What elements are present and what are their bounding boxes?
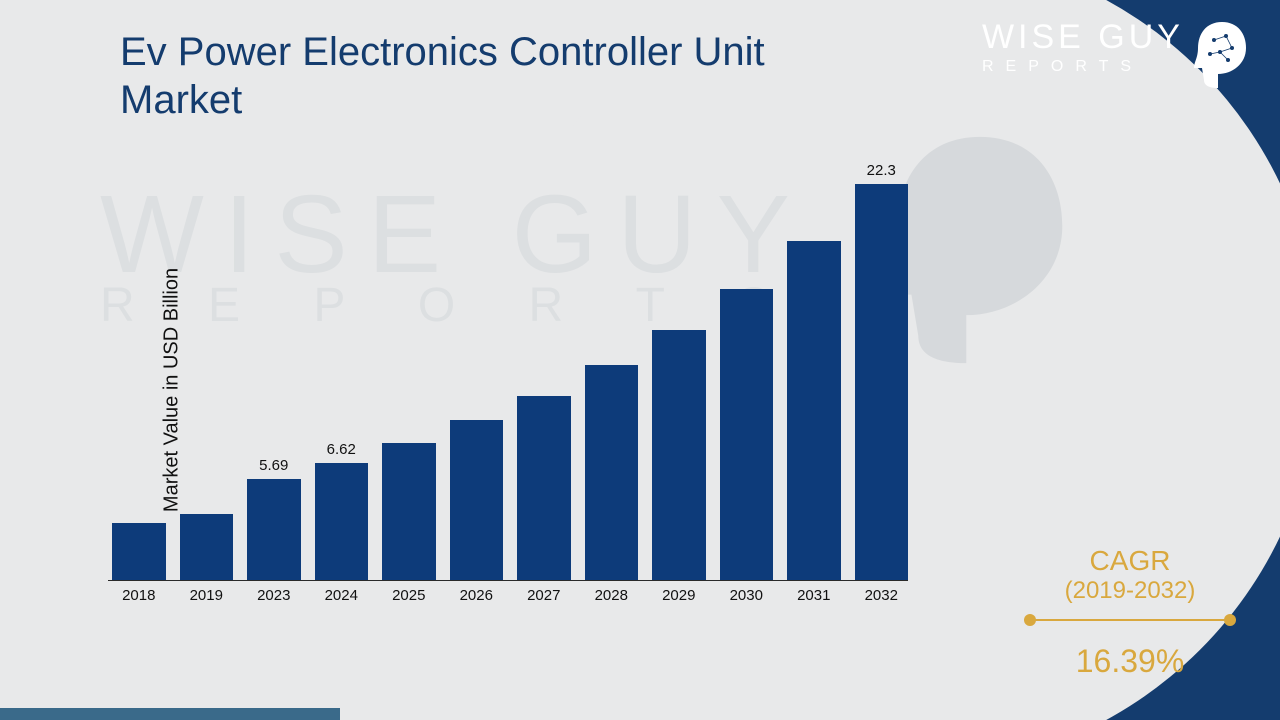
- plot-region: 5.69 6.62 22.3: [108, 150, 908, 580]
- bar-column: 5.69: [247, 150, 301, 580]
- bar-column: [450, 150, 504, 580]
- x-tick-label: 2019: [180, 581, 234, 610]
- cagr-divider: [1030, 619, 1230, 621]
- bar: [450, 420, 504, 580]
- x-tick-label: 2028: [585, 581, 639, 610]
- chart-canvas: WISE GUY REPORTS Ev Power Electronics Co…: [0, 0, 1280, 720]
- x-tick-label: 2030: [720, 581, 774, 610]
- brand-logo: WISE GUY REPORTS: [982, 20, 1252, 90]
- brand-name-bottom: REPORTS: [982, 58, 1184, 76]
- bar-value-label: 6.62: [327, 441, 356, 459]
- x-tick-label: 2024: [315, 581, 369, 610]
- bar: [112, 523, 166, 580]
- bar-column: [517, 150, 571, 580]
- bar-column: 22.3: [855, 150, 909, 580]
- bar-column: 6.62: [315, 150, 369, 580]
- x-tick-label: 2018: [112, 581, 166, 610]
- x-tick-label: 2032: [855, 581, 909, 610]
- bar-column: [652, 150, 706, 580]
- bar: [382, 443, 436, 580]
- bar-value-label: 22.3: [867, 162, 896, 180]
- bar: [720, 289, 774, 580]
- chart-area: Market Value in USD Billion 5.696.6222.3…: [60, 150, 910, 630]
- bar: [517, 396, 571, 580]
- cagr-panel: CAGR (2019-2032) 16.39%: [1020, 545, 1240, 680]
- bar-column: [382, 150, 436, 580]
- bar-value-label: 5.69: [259, 457, 288, 475]
- bottom-accent-bar: [0, 708, 340, 720]
- x-axis: 2018 2019 2023 2024 2025 2026 2027 2028 2029 2030…: [108, 580, 908, 610]
- brand-head-icon: [1192, 20, 1252, 90]
- bar: [855, 184, 909, 580]
- bar: [787, 241, 841, 580]
- x-tick-label: 2031: [787, 581, 841, 610]
- bar-column: [112, 150, 166, 580]
- bar-column: [180, 150, 234, 580]
- x-tick-label: 2029: [652, 581, 706, 610]
- bar: [652, 330, 706, 580]
- bar: [180, 514, 234, 580]
- x-tick-label: 2025: [382, 581, 436, 610]
- x-tick-label: 2026: [450, 581, 504, 610]
- cagr-label: CAGR: [1020, 545, 1240, 577]
- cagr-years: (2019-2032): [1020, 577, 1240, 605]
- x-tick-label: 2027: [517, 581, 571, 610]
- bar-column: [787, 150, 841, 580]
- x-tick-label: 2023: [247, 581, 301, 610]
- bar: [585, 365, 639, 580]
- bar: [247, 479, 301, 580]
- brand-text: WISE GUY REPORTS: [982, 20, 1184, 76]
- chart-title: Ev Power Electronics Controller Unit Mar…: [120, 28, 860, 124]
- bar-column: [585, 150, 639, 580]
- bar: [315, 463, 369, 580]
- brand-name-top: WISE GUY: [982, 20, 1184, 54]
- bar-column: [720, 150, 774, 580]
- cagr-value: 16.39%: [1020, 643, 1240, 680]
